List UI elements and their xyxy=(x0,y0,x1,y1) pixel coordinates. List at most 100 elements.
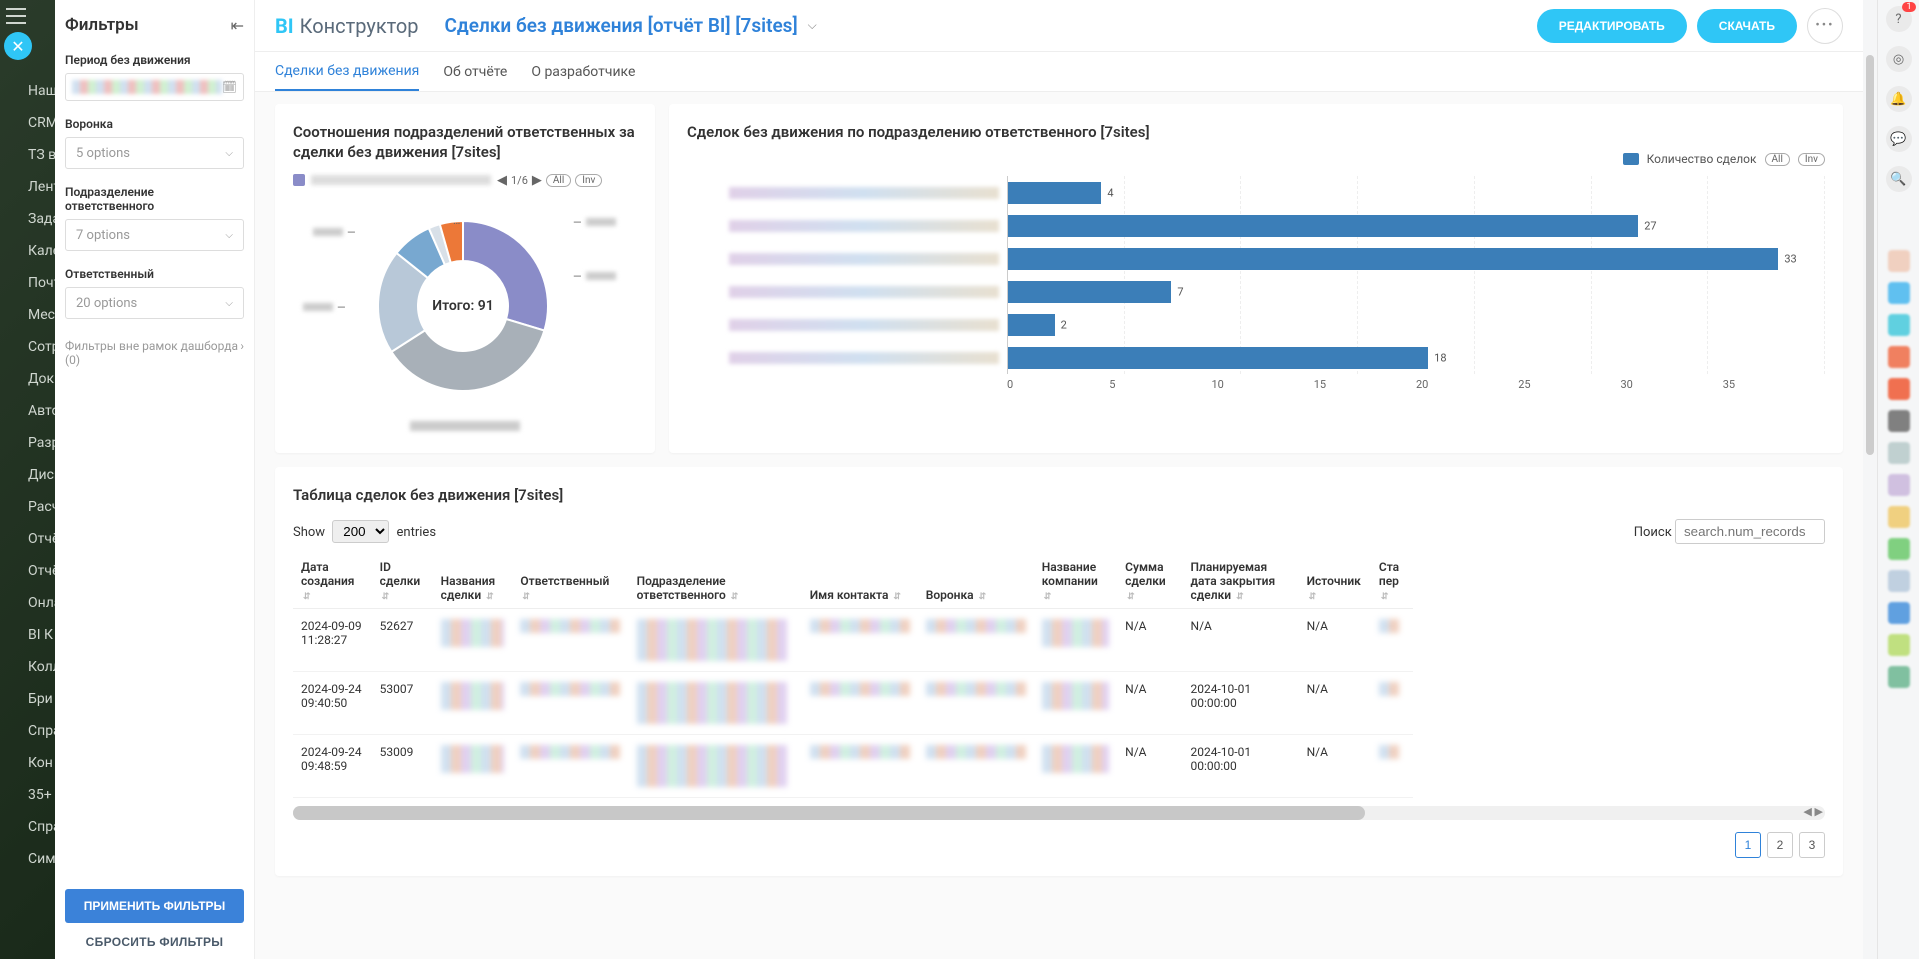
table-header[interactable]: Ста пер ⇵ xyxy=(1371,554,1413,609)
edit-button[interactable]: РЕДАКТИРОВАТЬ xyxy=(1537,9,1687,43)
table-header[interactable]: Имя контакта ⇵ xyxy=(802,554,918,609)
chevron-right-icon: › xyxy=(240,339,244,367)
rail-app-icon[interactable] xyxy=(1888,634,1910,656)
collapse-filters-icon[interactable]: ⇤ xyxy=(231,16,244,35)
nav-item[interactable]: Зада xyxy=(0,203,55,235)
page-size-select[interactable]: 200 xyxy=(332,520,389,543)
close-overlay-button[interactable]: ✕ xyxy=(4,32,32,60)
bell-icon[interactable]: 🔔 xyxy=(1886,86,1912,112)
nav-item[interactable]: Бри xyxy=(0,683,55,715)
pager-next-icon[interactable]: ▶ xyxy=(532,173,542,188)
table-row[interactable]: 2024-09-09 11:28:2752627N/AN/AN/A xyxy=(293,608,1413,671)
help-icon[interactable]: ? 1 xyxy=(1886,6,1912,32)
rail-app-icon[interactable] xyxy=(1888,570,1910,592)
tab-about-report[interactable]: Об отчёте xyxy=(443,54,507,90)
dept-select[interactable]: 7 options ⌵ xyxy=(65,219,244,251)
nav-item[interactable]: Спра xyxy=(0,811,55,843)
rail-app-icon[interactable] xyxy=(1888,506,1910,528)
nav-item[interactable]: Мес xyxy=(0,299,55,331)
nav-item[interactable]: Док xyxy=(0,363,55,395)
table-header[interactable]: Подразделение ответственного ⇵ xyxy=(629,554,802,609)
table-header[interactable]: Планируемая дата закрытия сделки ⇵ xyxy=(1183,554,1299,609)
pager-text: 1/6 xyxy=(511,174,528,187)
table-header[interactable]: Воронка ⇵ xyxy=(918,554,1034,609)
table-card-title: Таблица сделок без движения [7sites] xyxy=(293,485,1825,505)
nav-item[interactable]: Кале xyxy=(0,235,55,267)
rail-app-icon[interactable] xyxy=(1888,538,1910,560)
filters-outside-link[interactable]: Фильтры вне рамок дашборда (0) › xyxy=(65,335,244,371)
nav-item[interactable]: Наш xyxy=(0,75,55,107)
funnel-select[interactable]: 5 options ⌵ xyxy=(65,137,244,169)
tab-deals[interactable]: Сделки без движения xyxy=(275,53,419,91)
app-nav-collapsed: ✕ НашCRMТЗ вЛентЗадаКалеПочтМесСотрДокАв… xyxy=(0,0,55,959)
chevron-down-icon: ⌵ xyxy=(225,148,233,159)
nav-item[interactable]: Отчё xyxy=(0,555,55,587)
table-header[interactable]: Ответственный ⇵ xyxy=(512,554,628,609)
rail-app-icon[interactable] xyxy=(1888,250,1910,272)
download-button[interactable]: СКАЧАТЬ xyxy=(1697,9,1797,43)
rail-app-icon[interactable] xyxy=(1888,314,1910,336)
nav-item[interactable]: Разр xyxy=(0,427,55,459)
table-header[interactable]: Название компании ⇵ xyxy=(1034,554,1117,609)
nav-item[interactable]: Сотр xyxy=(0,331,55,363)
rail-app-icon[interactable] xyxy=(1888,346,1910,368)
table-header[interactable]: Названия сделки ⇵ xyxy=(433,554,513,609)
tab-about-dev[interactable]: О разработчике xyxy=(531,54,635,90)
chat-icon[interactable]: 💬 xyxy=(1886,126,1912,152)
resp-select[interactable]: 20 options ⌵ xyxy=(65,287,244,319)
legend-inv-button[interactable]: Inv xyxy=(1798,153,1825,166)
legend-all-button[interactable]: All xyxy=(546,174,571,187)
rail-app-icon[interactable] xyxy=(1888,666,1910,688)
rail-app-icon[interactable] xyxy=(1888,282,1910,304)
table-row[interactable]: 2024-09-24 09:48:5953009N/A2024-10-01 00… xyxy=(293,734,1413,797)
table-header[interactable]: ID сделки ⇵ xyxy=(372,554,433,609)
table-row[interactable]: 2024-09-24 09:40:5053007N/A2024-10-01 00… xyxy=(293,671,1413,734)
apply-filters-button[interactable]: ПРИМЕНИТЬ ФИЛЬТРЫ xyxy=(65,889,244,923)
nav-item[interactable]: Кон xyxy=(0,747,55,779)
rail-app-icon[interactable] xyxy=(1888,410,1910,432)
legend-swatch xyxy=(1623,153,1639,165)
page-button[interactable]: 1 xyxy=(1735,832,1761,858)
page-button[interactable]: 2 xyxy=(1767,832,1793,858)
legend-inv-button[interactable]: Inv xyxy=(575,174,602,187)
period-date-input[interactable]: 🗓 xyxy=(65,73,244,101)
title-dropdown-icon[interactable]: ⌵ xyxy=(808,18,817,33)
table-header[interactable]: Дата создания ⇵ xyxy=(293,554,372,609)
deals-table: Дата создания ⇵ID сделки ⇵Названия сделк… xyxy=(293,554,1413,798)
pager-prev-icon[interactable]: ◀ xyxy=(497,173,507,188)
nav-item[interactable]: Онла xyxy=(0,587,55,619)
reset-filters-button[interactable]: СБРОСИТЬ ФИЛЬТРЫ xyxy=(65,935,244,949)
content-scrollbar[interactable] xyxy=(1863,0,1877,959)
page-button[interactable]: 3 xyxy=(1799,832,1825,858)
nav-item[interactable]: Почт xyxy=(0,267,55,299)
filters-title: Фильтры xyxy=(65,15,139,35)
nav-item[interactable]: 35+ xyxy=(0,779,55,811)
table-header[interactable]: Сумма сделки ⇵ xyxy=(1117,554,1182,609)
search-icon[interactable]: 🔍 xyxy=(1886,166,1912,192)
nav-item[interactable]: Диси xyxy=(0,459,55,491)
legend-all-button[interactable]: All xyxy=(1765,153,1790,166)
table-header[interactable]: Источник ⇵ xyxy=(1299,554,1371,609)
rail-app-icon[interactable] xyxy=(1888,474,1910,496)
nav-item[interactable]: Расч xyxy=(0,491,55,523)
nav-item[interactable]: CRM xyxy=(0,107,55,139)
legend-swatch xyxy=(293,174,305,186)
rail-app-icon[interactable] xyxy=(1888,602,1910,624)
nav-item[interactable]: Колл xyxy=(0,651,55,683)
rail-app-icon[interactable] xyxy=(1888,378,1910,400)
nav-item[interactable]: ТЗ в xyxy=(0,139,55,171)
nav-item[interactable]: Спра xyxy=(0,715,55,747)
nav-item[interactable]: BI К xyxy=(0,619,55,651)
donut-center-label: Итого: 91 xyxy=(432,298,494,314)
rail-app-icon[interactable] xyxy=(1888,442,1910,464)
table-horizontal-scrollbar[interactable]: ◀ ▶ xyxy=(293,806,1825,820)
nav-item[interactable]: Отчё xyxy=(0,523,55,555)
hamburger-icon[interactable] xyxy=(6,8,26,24)
table-scroll[interactable]: Дата создания ⇵ID сделки ⇵Названия сделк… xyxy=(293,554,1825,798)
search-input[interactable] xyxy=(1675,519,1825,544)
more-menu-button[interactable]: ••• xyxy=(1807,8,1843,44)
nav-item[interactable]: Авто xyxy=(0,395,55,427)
nav-item[interactable]: Лент xyxy=(0,171,55,203)
nav-item[interactable]: Сим xyxy=(0,843,55,875)
activity-icon[interactable]: ◎ xyxy=(1886,46,1912,72)
